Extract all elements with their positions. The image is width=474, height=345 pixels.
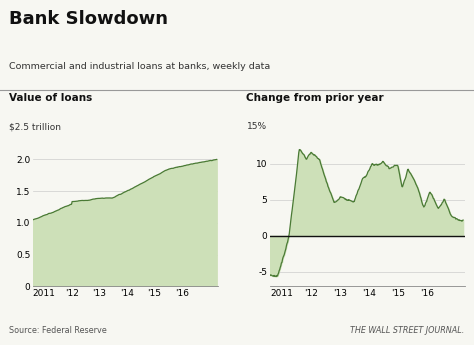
Text: $2.5 trillion: $2.5 trillion [9,122,62,131]
Text: Value of loans: Value of loans [9,93,93,103]
Text: Source: Federal Reserve: Source: Federal Reserve [9,326,107,335]
Text: THE WALL STREET JOURNAL.: THE WALL STREET JOURNAL. [350,326,465,335]
Text: Bank Slowdown: Bank Slowdown [9,10,168,28]
Text: 15%: 15% [246,122,266,131]
Text: Change from prior year: Change from prior year [246,93,384,103]
Text: Commercial and industrial loans at banks, weekly data: Commercial and industrial loans at banks… [9,62,271,71]
